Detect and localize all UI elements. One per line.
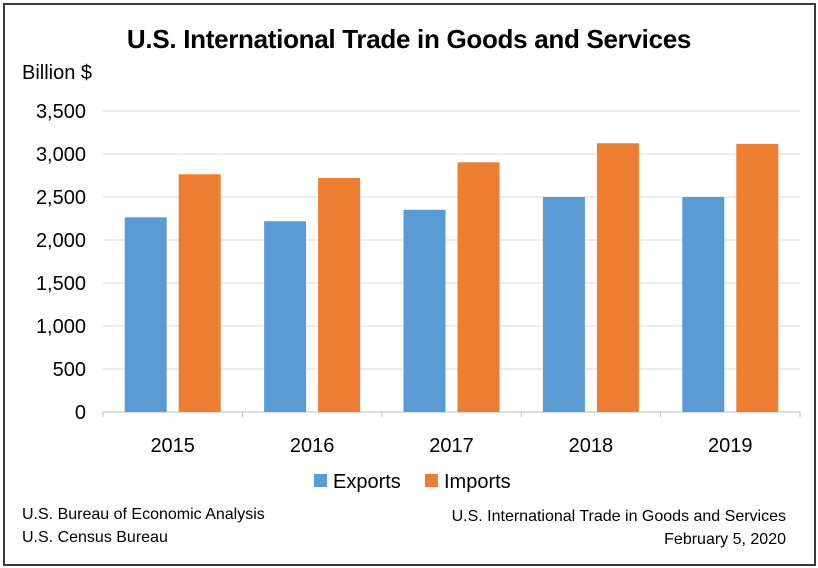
y-tick-label: 1,500: [36, 273, 86, 295]
bar-exports-2017: [403, 209, 446, 412]
footer-sources: U.S. Bureau of Economic Analysis U.S. Ce…: [22, 503, 265, 549]
x-tick-label: 2015: [150, 435, 195, 457]
footer-source-bea: U.S. Bureau of Economic Analysis: [22, 506, 265, 523]
x-tick-label: 2018: [569, 435, 614, 457]
y-tick-label: 2,000: [36, 230, 86, 252]
chart-title: U.S. International Trade in Goods and Se…: [126, 24, 692, 54]
x-tick-label: 2016: [290, 435, 335, 457]
bar-exports-2016: [264, 221, 307, 412]
bar-imports-2018: [596, 143, 639, 412]
bar-imports-2017: [457, 162, 500, 412]
y-tick-label: 1,000: [36, 316, 86, 338]
y-tick-label: 3,000: [36, 144, 86, 166]
y-tick-label: 500: [53, 359, 86, 381]
footer-release-date: February 5, 2020: [664, 531, 786, 548]
footer-release: U.S. International Trade in Goods and Se…: [452, 505, 786, 551]
legend-label-exports: Exports: [333, 471, 401, 493]
legend-label-imports: Imports: [444, 471, 511, 493]
y-tick-label: 0: [75, 402, 86, 424]
legend-swatch-imports: [425, 474, 438, 487]
bar-imports-2019: [736, 143, 779, 413]
x-tick-label: 2019: [708, 435, 753, 457]
footer-source-census: U.S. Census Bureau: [22, 529, 168, 546]
chart-frame: [3, 3, 816, 566]
x-tick-label: 2017: [429, 435, 474, 457]
y-tick-label: 3,500: [36, 101, 86, 123]
legend-swatch-exports: [314, 474, 327, 487]
y-axis-label: Billion $: [22, 62, 93, 84]
bar-exports-2015: [124, 217, 167, 412]
bar-exports-2018: [542, 197, 585, 412]
bar-imports-2016: [318, 177, 361, 412]
y-tick-label: 2,500: [36, 187, 86, 209]
bar-exports-2019: [682, 197, 725, 412]
bar-imports-2015: [178, 174, 221, 412]
footer-release-title: U.S. International Trade in Goods and Se…: [451, 508, 786, 525]
